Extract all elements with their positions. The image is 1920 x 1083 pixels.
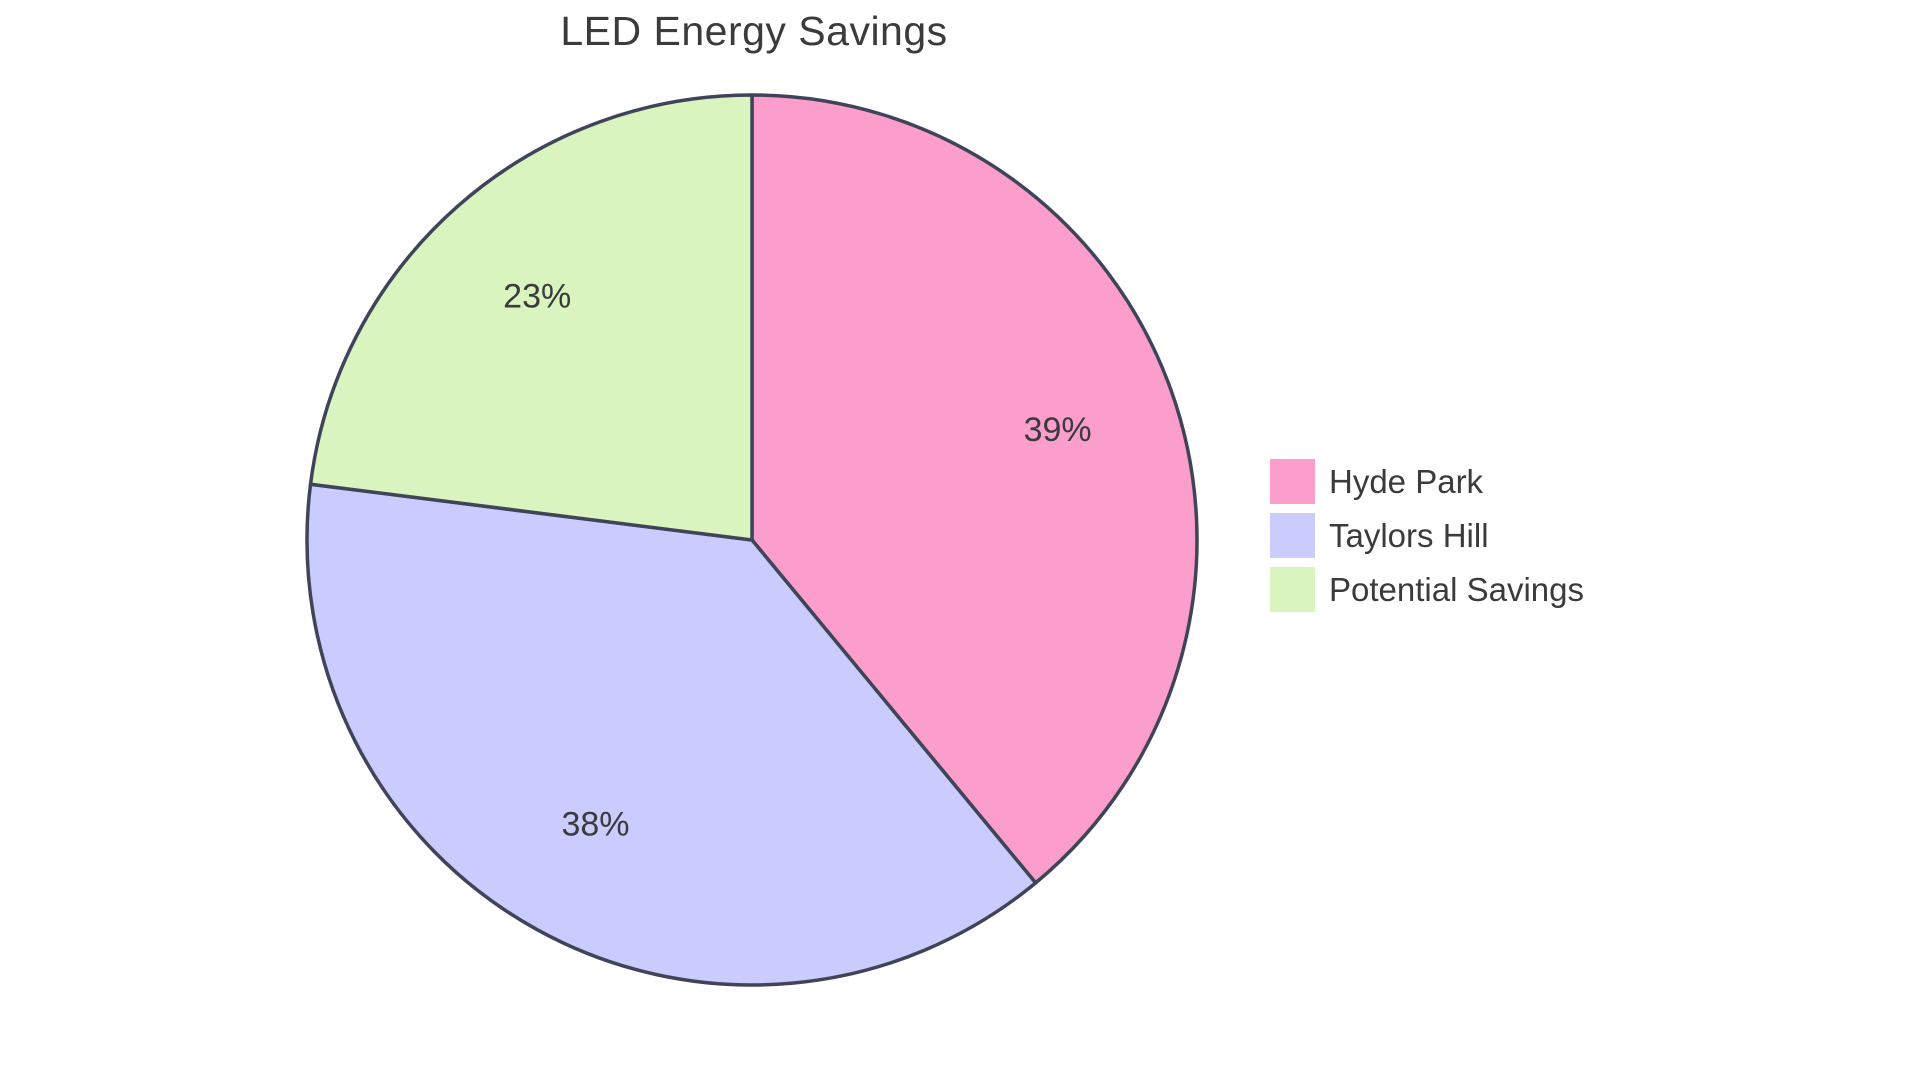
legend-item-potential-savings[interactable]: Potential Savings <box>1270 567 1584 612</box>
legend-label-hyde-park: Hyde Park <box>1329 462 1484 500</box>
pie-slice-taylors-hill[interactable] <box>305 482 1038 987</box>
slice-percent-label-taylors-hill: 38% <box>561 806 629 844</box>
slice-percent-label-potential-savings: 23% <box>503 277 571 315</box>
legend-swatch-taylors-hill <box>1270 513 1315 558</box>
chart-title: LED Energy Savings <box>560 8 948 54</box>
slice-percent-label-hyde-park: 39% <box>1024 411 1092 449</box>
pie-slice-hyde-park[interactable] <box>750 93 1199 885</box>
legend-swatch-potential-savings <box>1270 567 1315 612</box>
legend: Hyde Park Taylors Hill Potential Savings <box>1270 459 1584 612</box>
legend-item-taylors-hill[interactable]: Taylors Hill <box>1270 513 1584 558</box>
legend-label-taylors-hill: Taylors Hill <box>1329 516 1489 554</box>
legend-item-hyde-park[interactable]: Hyde Park <box>1270 459 1584 504</box>
legend-label-potential-savings: Potential Savings <box>1329 570 1584 608</box>
pie-slice-potential-savings[interactable] <box>308 93 754 542</box>
legend-swatch-hyde-park <box>1270 459 1315 504</box>
